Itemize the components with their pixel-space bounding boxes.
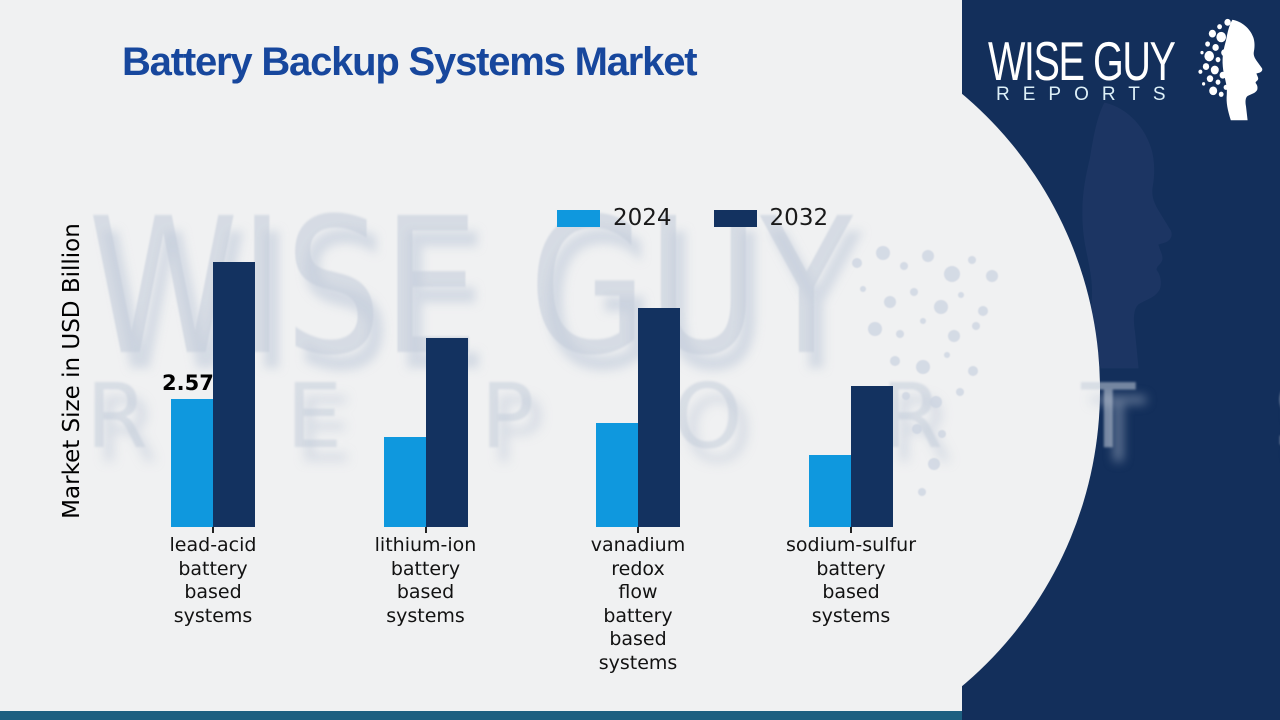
chart-legend: 2024 2032: [557, 206, 828, 230]
category-label-2: vanadium redox flow battery based systems: [590, 534, 686, 674]
legend-label-2024: 2024: [613, 205, 672, 231]
legend-swatch-2032: [713, 209, 757, 227]
x-axis-tick: [212, 527, 214, 533]
category-label-0: lead-acid battery based systems: [169, 534, 257, 627]
bar-2032-category-1: [425, 338, 468, 527]
brand-logo: WISE GUY REPORTS: [962, 0, 1280, 720]
bar-2024-category-0: [171, 399, 213, 527]
x-axis-tick: [424, 527, 427, 533]
bar-value-label: 2.57: [162, 371, 214, 395]
bar-2024-category-3: [809, 455, 851, 527]
legend-item-2024: 2024: [557, 206, 672, 230]
category-label-1: lithium-ion battery based systems: [374, 534, 477, 627]
legend-swatch-2024: [557, 209, 600, 227]
page-title: Battery Backup Systems Market: [122, 40, 698, 84]
bar-2024-category-2: [596, 423, 638, 527]
bar-2032-category-3: [851, 386, 893, 527]
legend-item-2032: 2032: [713, 205, 829, 231]
bar-2024-category-1: [383, 437, 426, 527]
logo-wordmark: WISE GUY: [988, 30, 1176, 92]
logo-reports-label: REPORTS: [996, 84, 1179, 105]
footer-accent-bar: [0, 711, 962, 720]
y-axis-label: Market Size in USD Billion: [59, 223, 85, 519]
x-axis-tick: [637, 527, 639, 533]
category-label-3: sodium-sulfur battery based systems: [785, 534, 917, 627]
x-axis-tick: [850, 527, 852, 533]
wiseguy-face-icon: [1198, 18, 1263, 121]
bar-2032-category-2: [638, 308, 680, 527]
bar-2032-category-0: [213, 262, 255, 527]
legend-label-2032: 2032: [769, 205, 829, 231]
